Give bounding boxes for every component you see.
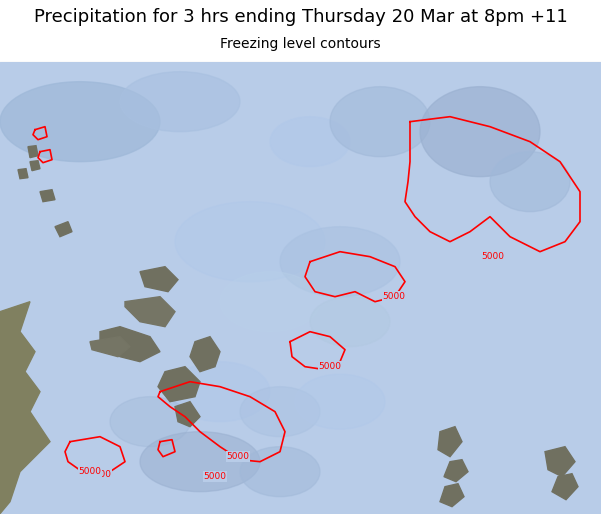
- Polygon shape: [438, 427, 462, 456]
- Text: 5000: 5000: [88, 470, 112, 479]
- Polygon shape: [440, 484, 464, 507]
- Polygon shape: [40, 190, 55, 201]
- Ellipse shape: [170, 362, 270, 421]
- Polygon shape: [30, 161, 40, 171]
- Ellipse shape: [280, 227, 400, 297]
- Text: Precipitation for 3 hrs ending Thursday 20 Mar at 8pm +11: Precipitation for 3 hrs ending Thursday …: [34, 8, 567, 26]
- Polygon shape: [100, 327, 160, 362]
- Ellipse shape: [490, 152, 570, 212]
- Polygon shape: [28, 145, 38, 158]
- Polygon shape: [90, 337, 130, 357]
- Polygon shape: [545, 447, 575, 476]
- Text: 5000: 5000: [481, 252, 504, 261]
- Ellipse shape: [120, 71, 240, 132]
- Ellipse shape: [140, 432, 260, 492]
- Polygon shape: [158, 366, 200, 401]
- Text: Freezing level contours: Freezing level contours: [220, 38, 381, 51]
- Ellipse shape: [0, 82, 160, 162]
- Ellipse shape: [110, 397, 190, 447]
- Polygon shape: [18, 169, 28, 179]
- Polygon shape: [0, 302, 50, 513]
- Polygon shape: [125, 297, 175, 327]
- Polygon shape: [190, 337, 220, 372]
- Ellipse shape: [310, 297, 390, 346]
- Text: 5000: 5000: [382, 292, 406, 301]
- Polygon shape: [55, 222, 72, 236]
- Ellipse shape: [240, 447, 320, 497]
- Ellipse shape: [175, 201, 325, 282]
- Ellipse shape: [295, 374, 385, 429]
- Text: 5000: 5000: [319, 362, 341, 371]
- Polygon shape: [444, 460, 468, 482]
- Ellipse shape: [420, 87, 540, 177]
- Text: 5000: 5000: [227, 452, 249, 461]
- Polygon shape: [175, 401, 200, 427]
- Ellipse shape: [240, 387, 320, 437]
- Text: 5000: 5000: [79, 467, 102, 476]
- Ellipse shape: [270, 117, 350, 167]
- Ellipse shape: [220, 272, 320, 332]
- Ellipse shape: [330, 87, 430, 157]
- Text: 5000: 5000: [204, 472, 227, 481]
- Polygon shape: [552, 474, 578, 500]
- Polygon shape: [140, 267, 178, 291]
